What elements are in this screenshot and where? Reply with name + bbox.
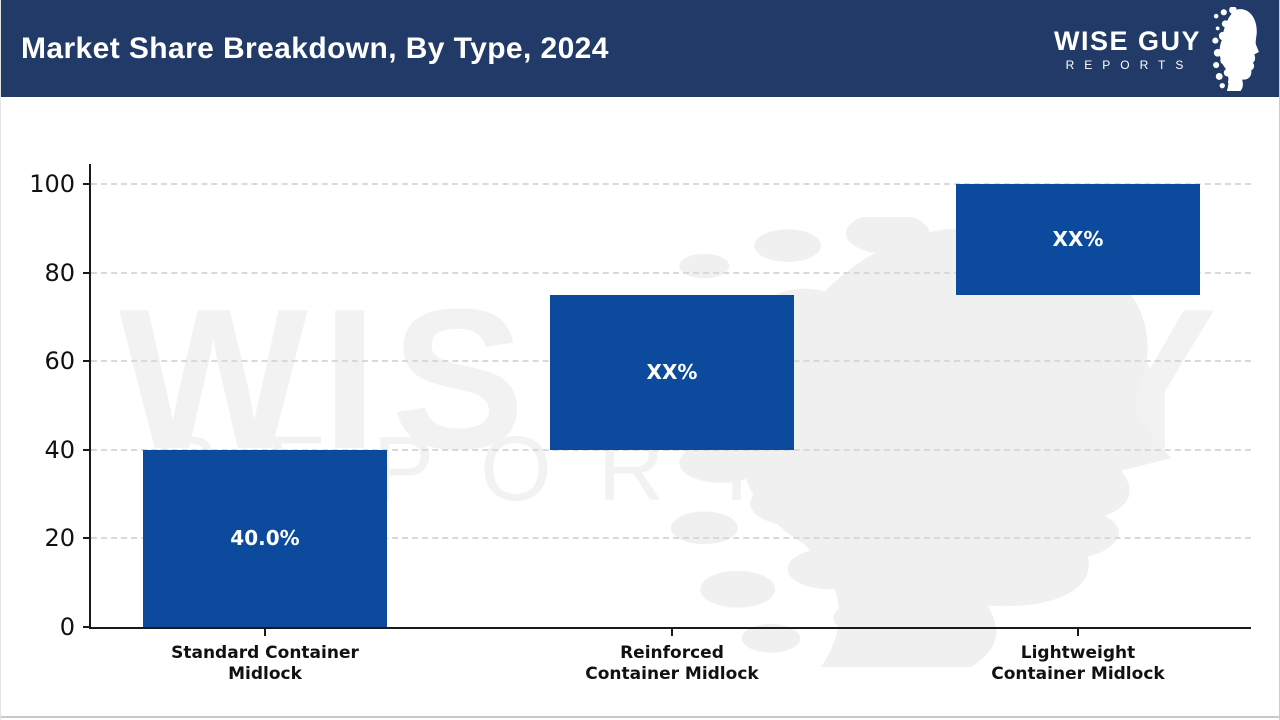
category-label-3: Lightweight Container Midlock: [918, 643, 1238, 685]
y-axis-spine: [89, 164, 91, 629]
category-label-line: Standard Container: [171, 643, 359, 663]
logo-wordmark: WISE GUY: [1053, 25, 1201, 56]
y-tick-label-40: 40: [44, 435, 75, 464]
y-tick-label-60: 60: [44, 347, 75, 376]
logo-text: WISE GUY REPORTS: [1054, 26, 1201, 72]
y-tick-20: [83, 537, 91, 540]
bar-2: XX%: [550, 294, 794, 450]
logo-face-icon: [1212, 6, 1259, 91]
y-tick-0: [83, 626, 91, 628]
x-axis-spine: [89, 627, 1251, 629]
y-tick-60: [83, 360, 91, 363]
chart-area: WISE GUY REPORTS 0 20 40 60 80 100 40.0% Standa…: [1, 97, 1279, 720]
header-bar: Market Share Breakdown, By Type, 2024 WI…: [1, 0, 1279, 97]
category-label-line: Container Midlock: [585, 664, 759, 684]
y-tick-100: [83, 182, 91, 185]
y-tick-label-80: 80: [44, 258, 75, 287]
x-tick-3: [1077, 629, 1079, 636]
page-title: Market Share Breakdown, By Type, 2024: [21, 31, 609, 65]
logo-subtext: REPORTS: [1065, 57, 1194, 72]
category-label-line: Midlock: [228, 664, 302, 684]
y-tick-label-0: 0: [59, 613, 75, 641]
bar-3: XX%: [956, 183, 1200, 295]
wiseguy-logo: WISE GUY REPORTS: [1054, 6, 1265, 91]
category-label-line: Lightweight: [1020, 643, 1136, 663]
y-tick-label-100: 100: [29, 169, 75, 198]
gridline-100: [91, 182, 1251, 185]
category-label-line: Reinforced: [620, 643, 724, 663]
bar-value-label: XX%: [646, 360, 698, 385]
bar-value-label: 40.0%: [230, 526, 300, 551]
bottom-rule: [1, 716, 1279, 718]
bar-1: 40.0%: [143, 449, 387, 627]
y-tick-40: [83, 448, 91, 451]
bar-value-label: XX%: [1052, 227, 1104, 252]
x-tick-1: [264, 629, 266, 636]
category-label-2: Reinforced Container Midlock: [512, 643, 832, 685]
x-tick-2: [671, 629, 673, 636]
category-label-1: Standard Container Midlock: [105, 643, 425, 685]
y-tick-label-20: 20: [44, 524, 75, 553]
y-tick-80: [83, 271, 91, 274]
category-label-line: Container Midlock: [991, 664, 1165, 684]
plot: 0 20 40 60 80 100 40.0% Standard Container Midlo…: [1, 97, 1279, 720]
